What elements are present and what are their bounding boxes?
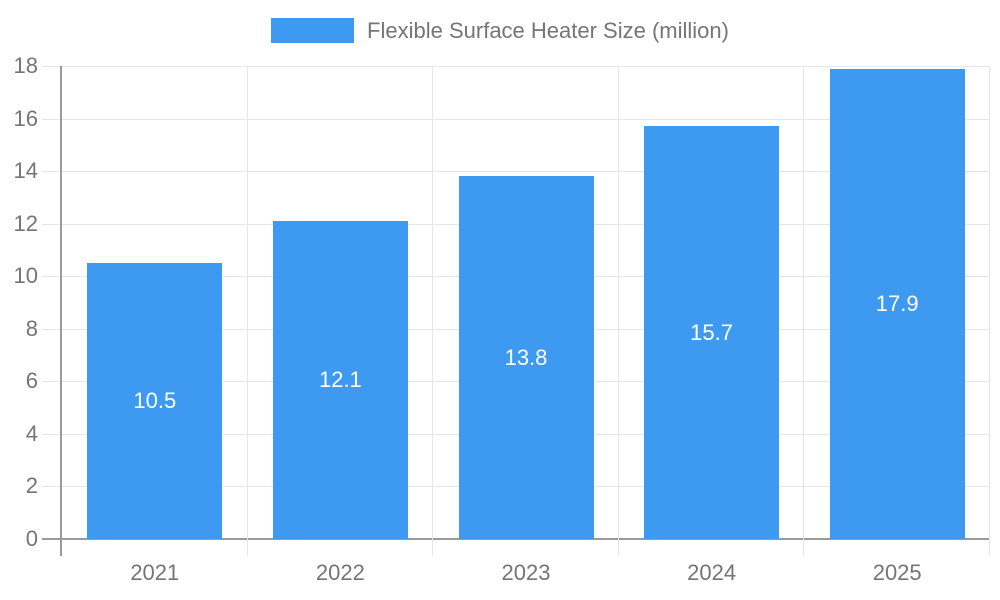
- v-gridline: [803, 66, 805, 556]
- x-tick-label: 2021: [130, 560, 180, 585]
- h-gridline: [42, 66, 990, 67]
- y-tick-label: 18: [13, 53, 38, 78]
- y-tick-label: 4: [25, 420, 38, 446]
- x-axis-line: [42, 538, 990, 540]
- v-gridline: [617, 66, 619, 556]
- v-gridline: [989, 66, 990, 556]
- chart-legend: Flexible Surface Heater Size (million): [0, 18, 1000, 43]
- bar-value-label: 17.9: [875, 290, 919, 316]
- y-tick-label: 2: [25, 473, 38, 499]
- legend-label: Flexible Surface Heater Size (million): [367, 18, 729, 43]
- bar: [87, 263, 223, 539]
- y-tick-label: 8: [25, 315, 38, 341]
- x-tick-label: 2022: [315, 560, 365, 585]
- y-axis-line: [60, 66, 62, 556]
- v-gridline: [432, 66, 434, 556]
- legend-swatch: [271, 18, 355, 43]
- bar-value-label: 15.7: [690, 319, 733, 345]
- bar: [644, 126, 780, 539]
- bar: [272, 221, 408, 539]
- y-tick-label: 16: [13, 105, 38, 131]
- h-gridline: [42, 171, 990, 173]
- y-tick-label: 0: [25, 526, 38, 551]
- x-tick-label: 2023: [501, 560, 551, 585]
- bar-value-label: 12.1: [318, 367, 362, 393]
- x-tick-label: 2025: [872, 560, 922, 585]
- y-tick-label: 14: [13, 158, 38, 184]
- h-gridline: [42, 118, 990, 120]
- bar-value-label: 10.5: [133, 388, 177, 414]
- bar-value-label: 13.8: [504, 344, 548, 370]
- bar: [458, 176, 594, 539]
- v-gridline: [246, 66, 248, 556]
- y-tick-label: 6: [25, 368, 38, 394]
- y-tick-label: 10: [13, 263, 38, 289]
- y-tick-label: 12: [13, 210, 38, 236]
- legend-item[interactable]: Flexible Surface Heater Size (million): [271, 18, 729, 43]
- x-tick-label: 2024: [687, 560, 737, 585]
- bar: [829, 68, 965, 539]
